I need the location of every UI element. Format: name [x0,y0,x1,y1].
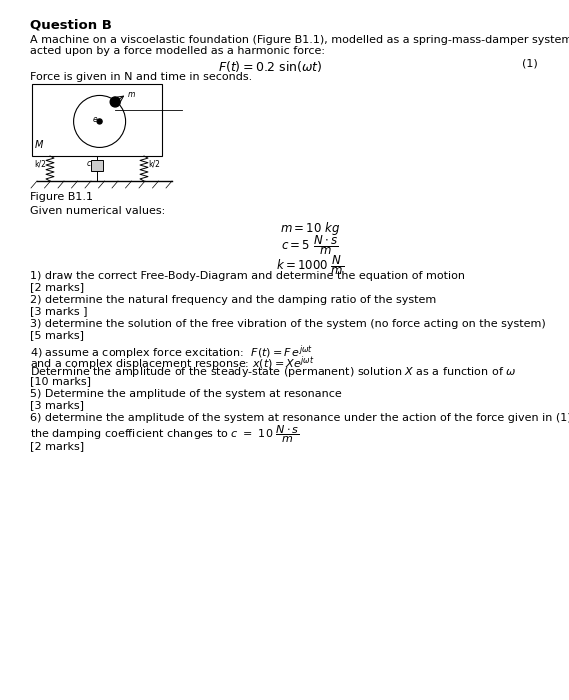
Text: Question B: Question B [30,18,112,31]
Text: m: m [127,90,135,99]
Text: [10 marks]: [10 marks] [30,376,91,386]
Text: e: e [92,115,97,124]
Circle shape [97,119,102,124]
Text: and a complex displacement response: $x(t) = Xe^{j\omega t}$: and a complex displacement response: $x(… [30,354,315,372]
Text: 6) determine the amplitude of the system at resonance under the action of the fo: 6) determine the amplitude of the system… [30,413,569,423]
Circle shape [110,97,120,107]
Text: Figure B1.1: Figure B1.1 [30,192,93,202]
Text: 4) assume a complex force excitation:  $F(t) = F\,e^{j\omega t}$: 4) assume a complex force excitation: $F… [30,343,313,362]
Text: (1): (1) [522,59,538,69]
Text: [3 marks]: [3 marks] [30,400,84,410]
Text: acted upon by a force modelled as a harmonic force:: acted upon by a force modelled as a harm… [30,46,325,56]
Text: [3 marks ]: [3 marks ] [30,306,88,316]
Text: Determine the amplitude of the steady-state (permanent) solution $X$ as a functi: Determine the amplitude of the steady-st… [30,365,516,379]
Bar [32,84,162,156]
Text: $k = 1000\ \dfrac{N}{m}$: $k = 1000\ \dfrac{N}{m}$ [276,253,344,276]
Text: [5 marks]: [5 marks] [30,330,84,340]
Text: k/2: k/2 [148,160,160,169]
Text: $c = 5\ \dfrac{N \cdot s}{m}$: $c = 5\ \dfrac{N \cdot s}{m}$ [281,233,339,257]
Text: A machine on a viscoelastic foundation (Figure B1.1), modelled as a spring-mass-: A machine on a viscoelastic foundation (… [30,35,569,45]
Text: 2) determine the natural frequency and the damping ratio of the system: 2) determine the natural frequency and t… [30,295,436,305]
Text: 5) Determine the amplitude of the system at resonance: 5) Determine the amplitude of the system… [30,389,342,399]
Text: $F(t) = 0.2\ \mathrm{sin}(\omega t)$: $F(t) = 0.2\ \mathrm{sin}(\omega t)$ [218,59,322,74]
Text: M: M [35,140,43,150]
Text: $m = 10\ kg$: $m = 10\ kg$ [280,220,340,237]
Text: k/2: k/2 [34,160,46,169]
Text: [2 marks]: [2 marks] [30,282,84,292]
Text: Force is given in N and time in seconds.: Force is given in N and time in seconds. [30,72,252,82]
Bar [91,160,103,171]
Text: 1) draw the correct Free-Body-Diagram and determine the equation of motion: 1) draw the correct Free-Body-Diagram an… [30,271,465,281]
Text: Given numerical values:: Given numerical values: [30,206,165,216]
Text: the damping coefficient changes to $c\ =\ 10\ \dfrac{N \cdot s}{m}$: the damping coefficient changes to $c\ =… [30,424,300,445]
Text: 3) determine the solution of the free vibration of the system (no force acting o: 3) determine the solution of the free vi… [30,319,546,329]
Text: [2 marks]: [2 marks] [30,441,84,451]
Text: c: c [87,160,91,169]
